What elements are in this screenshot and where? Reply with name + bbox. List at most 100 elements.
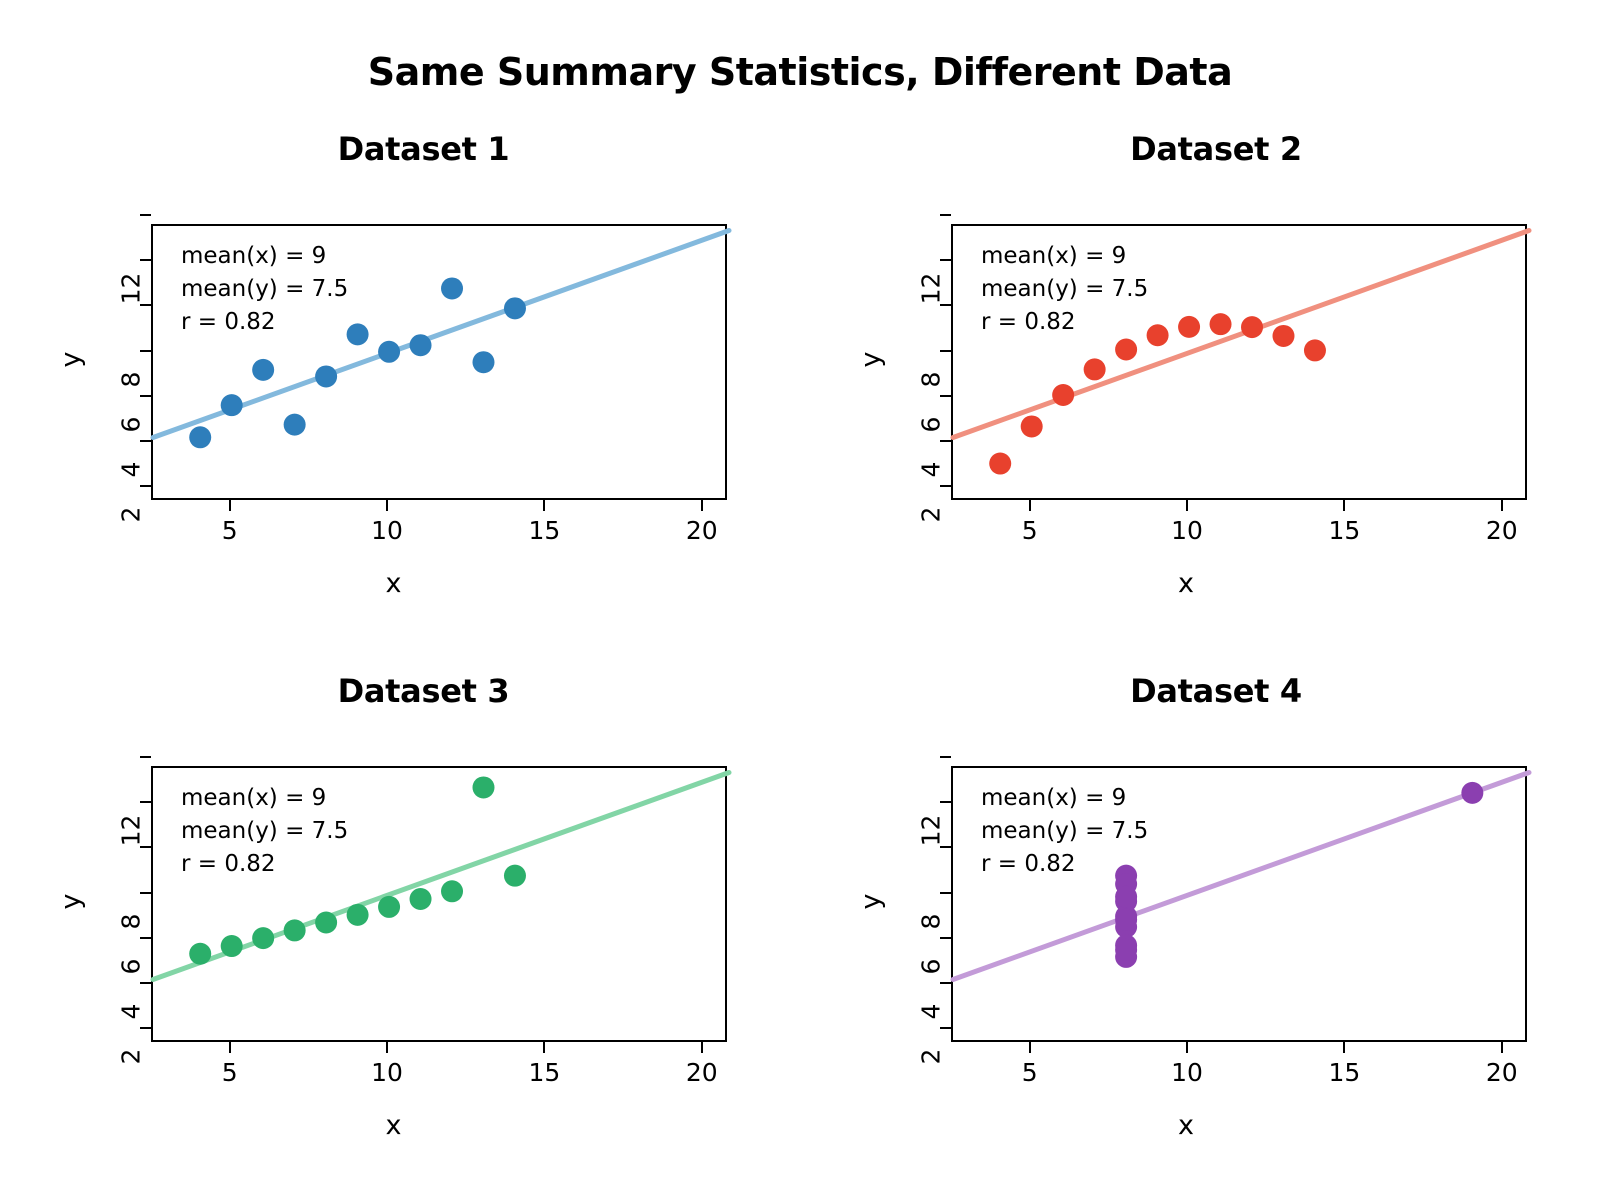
- x-tick: [1500, 1042, 1503, 1053]
- subplot-title-1: Dataset 1: [337, 130, 510, 168]
- x-tick-label: 5: [221, 516, 238, 545]
- x-tick: [1186, 1042, 1189, 1053]
- plot-frame-2: mean(x) = 9 mean(y) = 7.5 r = 0.82: [950, 224, 1532, 500]
- plot-frame-3: mean(x) = 9 mean(y) = 7.5 r = 0.82: [150, 766, 732, 1042]
- plot-area-3: [150, 770, 732, 983]
- y-axis-label-3: y: [55, 893, 87, 910]
- data-point: [503, 297, 526, 320]
- y-tick-label: 8: [116, 913, 146, 930]
- x-tick: [543, 500, 546, 511]
- data-point: [1115, 938, 1138, 961]
- x-axis-label-4: x: [1178, 1110, 1194, 1141]
- y-tick: [140, 213, 151, 216]
- x-tick: [1343, 1042, 1346, 1053]
- y-tick-label: 8: [116, 371, 146, 388]
- subplot-dataset-1: Dataset 1 mean(x) = 9 mean(y) = 7.5 r = 0…: [56, 130, 787, 630]
- y-tick-label: 8: [916, 371, 946, 388]
- data-point: [283, 413, 306, 436]
- x-tick: [1500, 500, 1503, 511]
- x-tick: [386, 1042, 389, 1053]
- y-axis-label-2: y: [855, 351, 887, 368]
- x-tick: [1028, 500, 1031, 511]
- subplot-title-2: Dataset 2: [1130, 130, 1302, 168]
- figure-title: Same Summary Statistics, Different Data: [367, 50, 1233, 94]
- x-axis-label-2: x: [1178, 568, 1194, 599]
- data-point: [378, 340, 401, 363]
- x-tick-label: 10: [1171, 516, 1203, 545]
- data-point: [189, 426, 212, 449]
- y-tick: [940, 485, 951, 488]
- y-tick: [140, 304, 151, 307]
- x-tick-label: 15: [1328, 1058, 1361, 1087]
- data-point: [252, 927, 275, 950]
- data-point: [409, 334, 432, 357]
- data-point: [283, 919, 306, 942]
- y-tick: [140, 755, 151, 758]
- data-point: [472, 776, 495, 799]
- x-tick-label: 15: [528, 1058, 561, 1087]
- y-tick: [140, 259, 151, 262]
- y-tick: [140, 982, 151, 985]
- data-point: [1178, 315, 1201, 338]
- plot-area-1: [150, 228, 732, 449]
- data-point: [378, 895, 401, 918]
- y-tick: [940, 440, 951, 443]
- data-point: [1020, 415, 1043, 438]
- y-tick: [940, 304, 951, 307]
- y-tick: [140, 485, 151, 488]
- data-point: [1052, 383, 1075, 406]
- x-tick-label: 20: [1485, 1058, 1518, 1087]
- y-tick: [940, 349, 951, 352]
- data-point: [189, 942, 212, 965]
- x-tick-label: 5: [1021, 1058, 1038, 1087]
- data-point: [346, 903, 369, 926]
- regression-line-3: [150, 770, 732, 983]
- x-tick-label: 10: [371, 1058, 403, 1087]
- y-tick-label: 8: [916, 913, 946, 930]
- x-tick: [228, 500, 231, 511]
- data-point: [441, 880, 464, 903]
- regression-line-2: [950, 228, 1532, 441]
- subplot-title-4: Dataset 4: [1130, 672, 1302, 710]
- subplot-dataset-3: Dataset 3 mean(x) = 9 mean(y) = 7.5 r = 0…: [56, 672, 787, 1172]
- data-point: [1115, 908, 1138, 931]
- y-tick: [140, 349, 151, 352]
- data-point: [1115, 885, 1138, 908]
- data-point: [1241, 316, 1264, 339]
- y-tick-label: 12: [916, 272, 946, 305]
- data-point: [1303, 339, 1326, 362]
- data-point: [252, 358, 275, 381]
- y-tick-label: 12: [116, 272, 146, 305]
- y-tick: [940, 936, 951, 939]
- x-tick-label: 20: [685, 516, 718, 545]
- x-axis-label-3: x: [385, 1110, 402, 1141]
- data-point: [315, 365, 338, 388]
- y-tick: [940, 755, 951, 758]
- regression-line-4: [950, 770, 1532, 983]
- plot-area-4: [950, 770, 1532, 983]
- data-point: [1115, 338, 1138, 361]
- y-tick: [940, 394, 951, 397]
- plot-frame-1: mean(x) = 9 mean(y) = 7.5 r = 0.82: [150, 224, 732, 500]
- x-axis-label-1: x: [385, 568, 402, 599]
- y-tick: [140, 1027, 151, 1030]
- data-point: [346, 323, 369, 346]
- y-tick: [940, 1027, 951, 1030]
- x-tick-label: 20: [685, 1058, 718, 1087]
- data-point: [1083, 358, 1106, 381]
- y-axis-label-4: y: [855, 893, 887, 910]
- data-point: [441, 277, 464, 300]
- y-tick: [140, 394, 151, 397]
- subplot-dataset-2: Dataset 2 mean(x) = 9 mean(y) = 7.5 r = 0…: [845, 130, 1587, 630]
- x-tick: [1343, 500, 1346, 511]
- plot-area-2: [950, 228, 1532, 475]
- data-point: [409, 887, 432, 910]
- y-tick-label: 12: [116, 814, 146, 847]
- x-tick-label: 10: [371, 516, 403, 545]
- data-point: [989, 452, 1012, 475]
- plot-frame-4: mean(x) = 9 mean(y) = 7.5 r = 0.82: [950, 766, 1532, 1042]
- y-tick: [140, 801, 151, 804]
- subplot-title-3: Dataset 3: [337, 672, 510, 710]
- y-tick: [940, 982, 951, 985]
